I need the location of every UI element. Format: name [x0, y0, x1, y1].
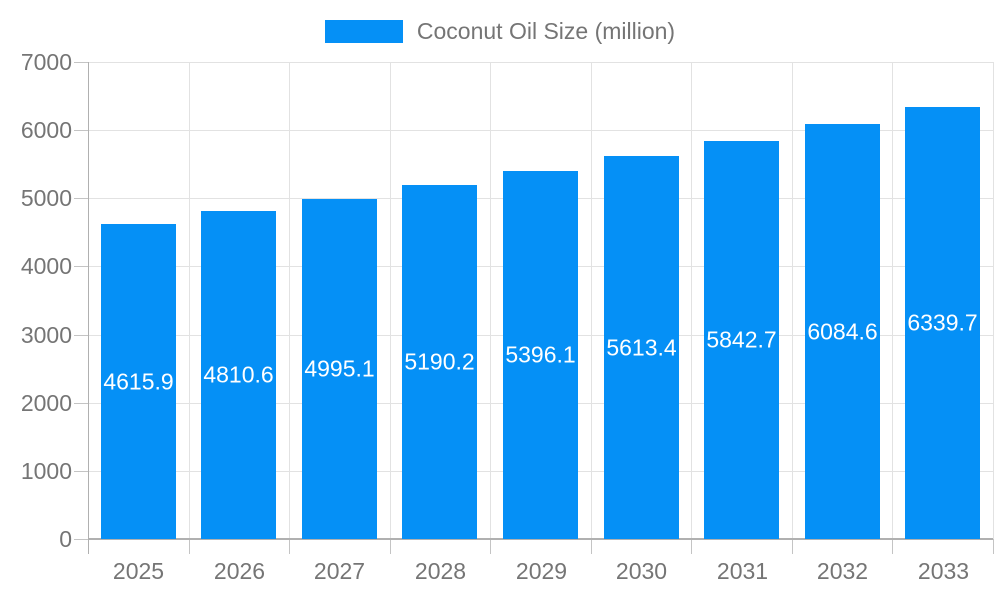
x-axis-label-2033: 2033: [917, 558, 970, 584]
x-tick-1: [189, 539, 190, 554]
y-axis-label-1000: 1000: [20, 457, 72, 484]
y-tick-3000: [74, 334, 88, 336]
y-axis-label-5000: 5000: [20, 185, 72, 212]
bar-value-label-2026: 4810.6: [203, 361, 274, 388]
x-tick-7: [792, 539, 793, 554]
x-axis-label-2026: 2026: [213, 558, 266, 584]
gridline-vertical-3: [390, 62, 391, 539]
bar-2032[interactable]: 6084.6: [805, 124, 880, 539]
bar-value-label-2031: 5842.7: [706, 326, 777, 353]
gridline-vertical-6: [691, 62, 692, 539]
bar-value-label-2030: 5613.4: [606, 334, 677, 360]
legend-swatch-icon[interactable]: [324, 20, 403, 43]
y-axis-label-4000: 4000: [20, 253, 72, 280]
bar-2031[interactable]: 5842.7: [704, 141, 779, 539]
x-tick-9: [993, 539, 994, 554]
x-axis-label-2025: 2025: [112, 558, 165, 584]
x-tick-2: [289, 539, 290, 554]
bar-value-label-2032: 6084.6: [807, 318, 878, 344]
x-axis-label-2031: 2031: [716, 558, 769, 584]
legend-label[interactable]: Coconut Oil Size (million): [416, 18, 676, 44]
y-axis-label-7000: 7000: [20, 49, 72, 75]
gridline-vertical-5: [591, 62, 592, 539]
x-tick-3: [390, 539, 391, 554]
bar-value-label-2029: 5396.1: [505, 341, 576, 368]
bar-2025[interactable]: 4615.9: [101, 224, 176, 539]
y-tick-5000: [74, 198, 88, 200]
gridline-horizontal-6000: [88, 130, 993, 132]
x-tick-5: [591, 539, 592, 554]
gridline-vertical-7: [792, 62, 793, 539]
y-tick-2000: [74, 402, 88, 404]
y-axis-line: [88, 62, 89, 554]
x-axis-label-2029: 2029: [515, 558, 568, 584]
y-axis-label-0: 0: [59, 526, 72, 552]
bar-2028[interactable]: 5190.2: [402, 185, 477, 539]
y-tick-7000: [74, 62, 88, 63]
bar-2033[interactable]: 6339.7: [905, 107, 980, 539]
bar-value-label-2027: 4995.1: [304, 355, 375, 382]
y-tick-1000: [74, 470, 88, 472]
x-tick-8: [892, 539, 893, 554]
chart-legend: Coconut Oil Size (million): [0, 18, 1000, 45]
x-tick-4: [490, 539, 491, 554]
gridline-vertical-4: [490, 62, 491, 539]
x-axis-label-2030: 2030: [615, 558, 668, 584]
y-tick-6000: [74, 130, 88, 132]
plot-area: 4615.9 4810.6 4995.1 5190.2 5396.1 5613.4 5842…: [74, 62, 994, 554]
gridline-vertical-2: [289, 62, 290, 539]
gridline-vertical-9: [993, 62, 994, 539]
bar-value-label-2033: 6339.7: [907, 309, 978, 336]
x-axis-label-2028: 2028: [414, 558, 467, 584]
gridline-vertical-1: [189, 62, 190, 539]
x-axis-baseline: [88, 538, 993, 540]
bar-value-label-2025: 4615.9: [103, 368, 174, 394]
x-axis-label-2027: 2027: [313, 558, 366, 584]
y-axis-label-3000: 3000: [20, 321, 72, 348]
y-axis-label-2000: 2000: [20, 389, 72, 416]
bar-2027[interactable]: 4995.1: [302, 199, 377, 539]
x-tick-6: [691, 539, 692, 554]
y-tick-4000: [74, 266, 88, 268]
y-tick-0: [74, 539, 88, 540]
bar-2030[interactable]: 5613.4: [604, 156, 679, 539]
bar-value-label-2028: 5190.2: [404, 348, 475, 375]
bar-2029[interactable]: 5396.1: [503, 171, 578, 539]
gridline-vertical-8: [892, 62, 893, 539]
bar-2026[interactable]: 4810.6: [201, 211, 276, 539]
x-axis-label-2032: 2032: [816, 558, 869, 584]
y-axis-label-6000: 6000: [20, 117, 72, 144]
gridline-horizontal-7000: [88, 62, 993, 63]
